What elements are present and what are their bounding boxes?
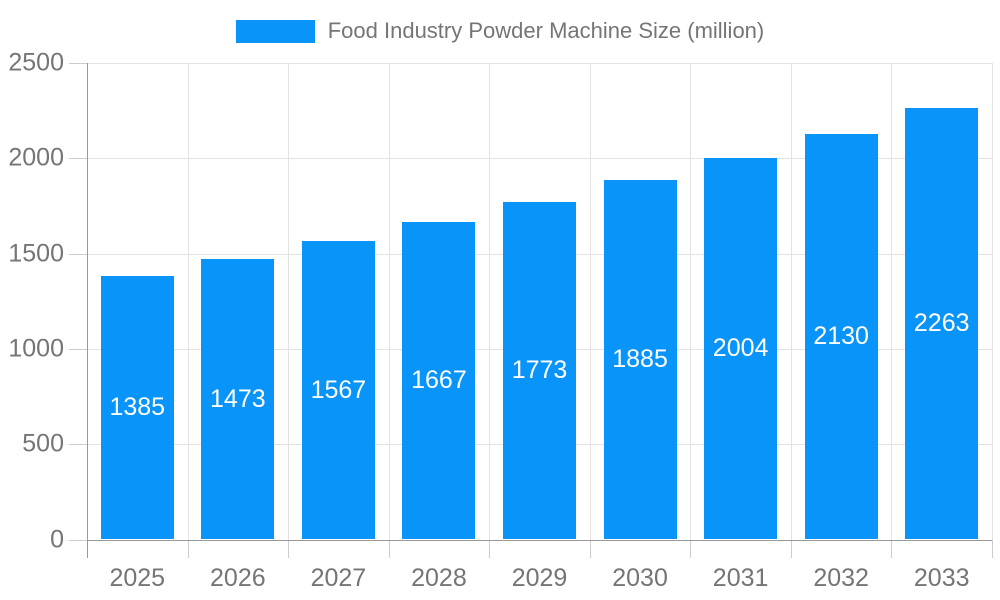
y-axis-tick <box>69 158 87 160</box>
y-axis-tick <box>69 253 87 255</box>
x-tick-label: 2033 <box>913 563 970 592</box>
bar-value-label: 1385 <box>109 393 166 421</box>
y-tick-label: 500 <box>22 429 64 458</box>
x-tick-label: 2032 <box>813 563 869 592</box>
x-axis-tick <box>891 539 893 558</box>
x-tick-label: 2030 <box>612 563 668 592</box>
x-axis-tick <box>187 539 189 558</box>
bar-value-label: 1567 <box>310 375 367 404</box>
x-gridline <box>690 63 692 540</box>
bar-value-label: 1885 <box>612 345 668 374</box>
bar[interactable]: 2004 <box>704 157 778 540</box>
x-gridline <box>790 63 792 540</box>
bar[interactable]: 1385 <box>100 275 174 540</box>
y-tick-label: 2500 <box>8 48 64 77</box>
bar[interactable]: 1667 <box>402 221 476 540</box>
bar[interactable]: 1773 <box>503 201 576 540</box>
y-axis-tick <box>69 348 87 350</box>
y-tick-label: 0 <box>50 525 64 553</box>
x-gridline <box>388 63 390 540</box>
bar-value-label: 2004 <box>712 334 769 362</box>
x-gridline <box>288 63 290 540</box>
x-axis-tick <box>690 539 692 558</box>
bar-value-label: 1773 <box>511 356 568 385</box>
legend-swatch[interactable] <box>235 19 315 43</box>
bar-value-label: 1473 <box>210 384 266 413</box>
y-axis-tick <box>69 63 87 64</box>
bar[interactable]: 2263 <box>905 108 979 540</box>
y-tick-label: 1500 <box>8 239 64 268</box>
y-axis-tick <box>69 444 87 446</box>
x-axis-line <box>87 539 992 541</box>
y-axis-tick <box>69 539 87 541</box>
x-gridline <box>589 63 591 540</box>
bar[interactable]: 2130 <box>804 133 878 540</box>
x-axis-tick <box>388 539 390 558</box>
bar[interactable]: 1567 <box>301 240 375 540</box>
x-gridline <box>187 63 189 540</box>
x-gridline <box>992 63 993 540</box>
legend-title: Food Industry Powder Machine Size (milli… <box>327 18 765 43</box>
x-axis-tick <box>790 539 792 558</box>
x-tick-label: 2025 <box>109 563 166 592</box>
chart-legend: Food Industry Powder Machine Size (milli… <box>0 18 1000 44</box>
y-gridline <box>87 158 992 160</box>
x-axis-tick <box>992 539 993 558</box>
y-gridline <box>87 63 992 64</box>
x-axis-tick <box>489 539 491 558</box>
y-tick-label: 2000 <box>8 143 64 172</box>
x-gridline <box>891 63 893 540</box>
x-tick-label: 2027 <box>310 563 367 592</box>
bar[interactable]: 1473 <box>201 258 275 540</box>
x-tick-label: 2031 <box>712 563 769 592</box>
x-tick-label: 2028 <box>411 563 467 592</box>
x-axis-tick <box>589 539 591 558</box>
x-tick-label: 2026 <box>210 563 266 592</box>
y-axis-line <box>87 63 88 558</box>
bar-value-label: 2130 <box>813 322 869 350</box>
bar-value-label: 1667 <box>411 366 467 395</box>
y-tick-label: 1000 <box>8 334 64 363</box>
bar[interactable]: 1885 <box>603 180 677 540</box>
x-gridline <box>489 63 491 540</box>
bar-value-label: 2263 <box>913 309 970 338</box>
x-axis-tick <box>288 539 290 558</box>
x-tick-label: 2029 <box>511 563 568 592</box>
